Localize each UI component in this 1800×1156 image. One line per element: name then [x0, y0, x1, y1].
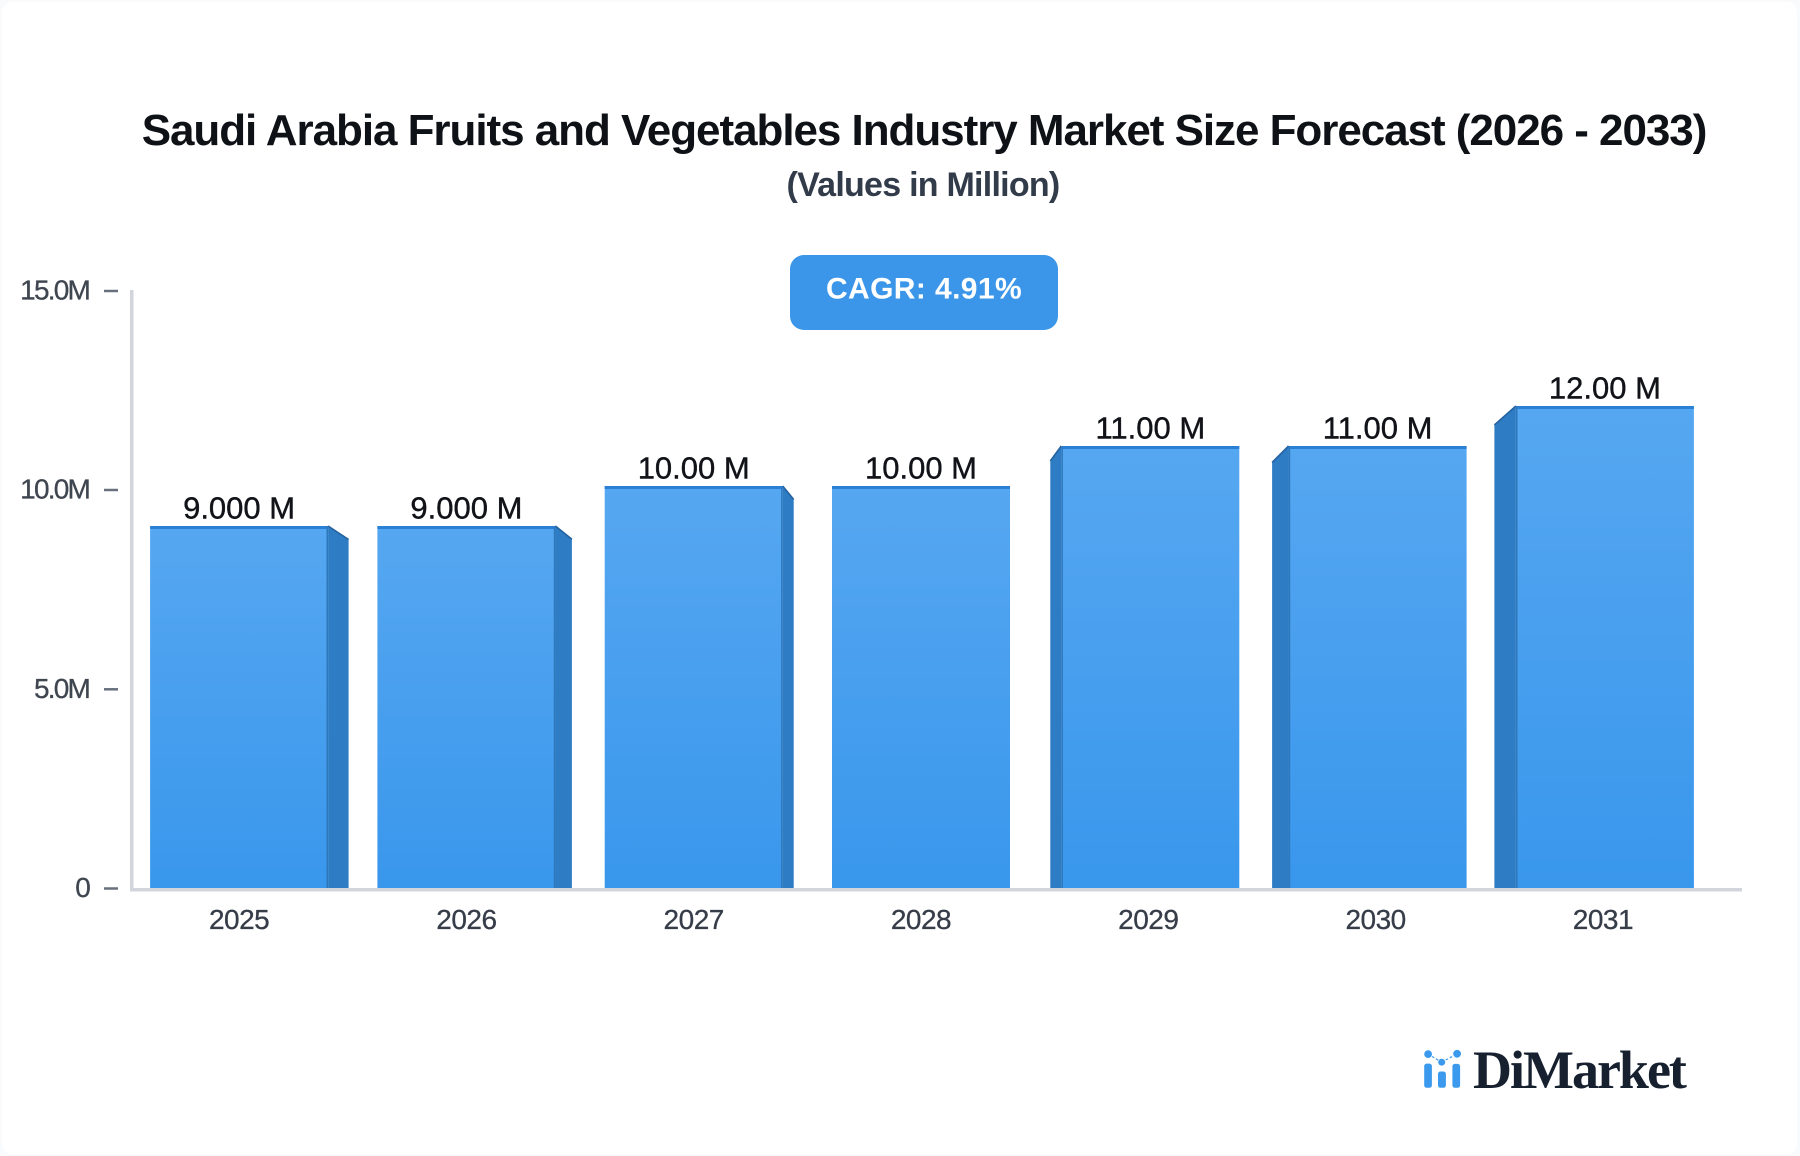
svg-text:2031: 2031	[1573, 904, 1633, 935]
svg-text:12.00 M: 12.00 M	[1549, 371, 1661, 406]
svg-text:10.00 M: 10.00 M	[865, 451, 977, 486]
svg-text:2027: 2027	[664, 904, 724, 935]
svg-text:2028: 2028	[891, 904, 951, 935]
svg-text:0: 0	[75, 872, 90, 903]
svg-text:9.000 M: 9.000 M	[183, 491, 295, 526]
svg-text:15.0M: 15.0M	[20, 275, 89, 306]
svg-text:5.0M: 5.0M	[34, 673, 90, 704]
svg-text:2029: 2029	[1118, 904, 1178, 935]
svg-text:9.000 M: 9.000 M	[410, 491, 522, 526]
svg-text:2030: 2030	[1345, 904, 1405, 935]
svg-text:2025: 2025	[209, 904, 269, 935]
svg-text:11.00 M: 11.00 M	[1095, 411, 1205, 446]
svg-text:10.00 M: 10.00 M	[638, 451, 750, 486]
svg-text:10.0M: 10.0M	[20, 474, 89, 505]
svg-text:11.00 M: 11.00 M	[1323, 411, 1433, 446]
svg-text:2026: 2026	[436, 904, 496, 935]
